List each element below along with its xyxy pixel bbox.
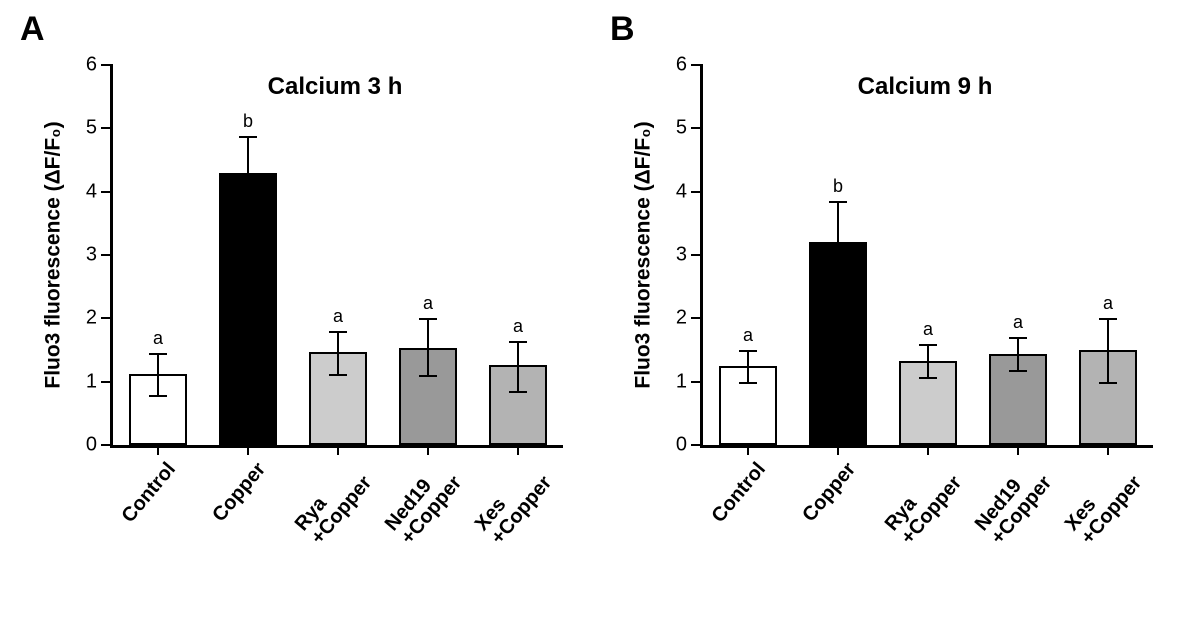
panel-b: B Fluo3 fluorescence (ΔF/F₀) Calcium 9 h… bbox=[610, 10, 1170, 630]
bar bbox=[219, 173, 278, 445]
ytick-label: 1 bbox=[86, 370, 97, 393]
bar bbox=[809, 242, 868, 445]
ytick-label: 2 bbox=[676, 307, 687, 330]
ytick bbox=[101, 444, 113, 446]
xtick-label: Xes +Copper bbox=[1061, 459, 1146, 549]
xtick-label: Control bbox=[708, 459, 770, 527]
significance-label: a bbox=[923, 319, 933, 340]
significance-label: a bbox=[513, 316, 523, 337]
xtick-label: Rya +Copper bbox=[291, 459, 376, 549]
ytick bbox=[691, 191, 703, 193]
panel-a-plot: Fluo3 fluorescence (ΔF/F₀) Calcium 3 h 0… bbox=[110, 65, 560, 445]
ytick bbox=[101, 64, 113, 66]
ytick-label: 4 bbox=[676, 180, 687, 203]
ytick-label: 3 bbox=[86, 244, 97, 267]
xtick bbox=[517, 445, 519, 455]
ytick bbox=[691, 317, 703, 319]
ytick-label: 0 bbox=[676, 434, 687, 457]
xtick bbox=[157, 445, 159, 455]
xtick-label: Copper bbox=[799, 459, 860, 526]
ytick bbox=[691, 444, 703, 446]
ytick-label: 5 bbox=[86, 117, 97, 140]
ytick-label: 0 bbox=[86, 434, 97, 457]
xtick-label: Copper bbox=[209, 459, 270, 526]
significance-label: a bbox=[333, 306, 343, 327]
significance-label: b bbox=[243, 111, 253, 132]
ytick bbox=[691, 254, 703, 256]
ytick-label: 4 bbox=[86, 180, 97, 203]
xtick bbox=[927, 445, 929, 455]
ytick bbox=[691, 127, 703, 129]
significance-label: a bbox=[743, 325, 753, 346]
xtick bbox=[1017, 445, 1019, 455]
panel-b-ylabel: Fluo3 fluorescence (ΔF/F₀) bbox=[630, 65, 658, 445]
panel-a-plotarea: 0123456aControlbCopperaRya +CopperaNed19… bbox=[110, 65, 563, 448]
significance-label: a bbox=[423, 293, 433, 314]
panel-b-plotarea: 0123456aControlbCopperaRya +CopperaNed19… bbox=[700, 65, 1153, 448]
significance-label: b bbox=[833, 176, 843, 197]
significance-label: a bbox=[153, 328, 163, 349]
panel-b-letter: B bbox=[610, 10, 635, 49]
significance-label: a bbox=[1103, 293, 1113, 314]
xtick bbox=[1107, 445, 1109, 455]
ytick-label: 3 bbox=[676, 244, 687, 267]
ytick bbox=[101, 254, 113, 256]
ytick-label: 6 bbox=[676, 54, 687, 77]
ytick-label: 2 bbox=[86, 307, 97, 330]
ytick-label: 6 bbox=[86, 54, 97, 77]
significance-label: a bbox=[1013, 312, 1023, 333]
panel-a-letter: A bbox=[20, 10, 45, 49]
xtick-label: Ned19 +Copper bbox=[971, 459, 1056, 549]
xtick bbox=[247, 445, 249, 455]
xtick bbox=[427, 445, 429, 455]
xtick-label: Control bbox=[118, 459, 180, 527]
panel-a-ylabel: Fluo3 fluorescence (ΔF/F₀) bbox=[40, 65, 68, 445]
xtick bbox=[837, 445, 839, 455]
ytick bbox=[691, 381, 703, 383]
xtick-label: Xes +Copper bbox=[471, 459, 556, 549]
xtick bbox=[337, 445, 339, 455]
ytick bbox=[101, 381, 113, 383]
ytick bbox=[691, 64, 703, 66]
ytick-label: 5 bbox=[676, 117, 687, 140]
xtick bbox=[747, 445, 749, 455]
ytick bbox=[101, 191, 113, 193]
ytick-label: 1 bbox=[676, 370, 687, 393]
figure-root: A Fluo3 fluorescence (ΔF/F₀) Calcium 3 h… bbox=[0, 0, 1200, 638]
xtick-label: Rya +Copper bbox=[881, 459, 966, 549]
xtick-label: Ned19 +Copper bbox=[381, 459, 466, 549]
panel-b-plot: Fluo3 fluorescence (ΔF/F₀) Calcium 9 h 0… bbox=[700, 65, 1150, 445]
ytick bbox=[101, 127, 113, 129]
ytick bbox=[101, 317, 113, 319]
panel-a: A Fluo3 fluorescence (ΔF/F₀) Calcium 3 h… bbox=[20, 10, 580, 630]
